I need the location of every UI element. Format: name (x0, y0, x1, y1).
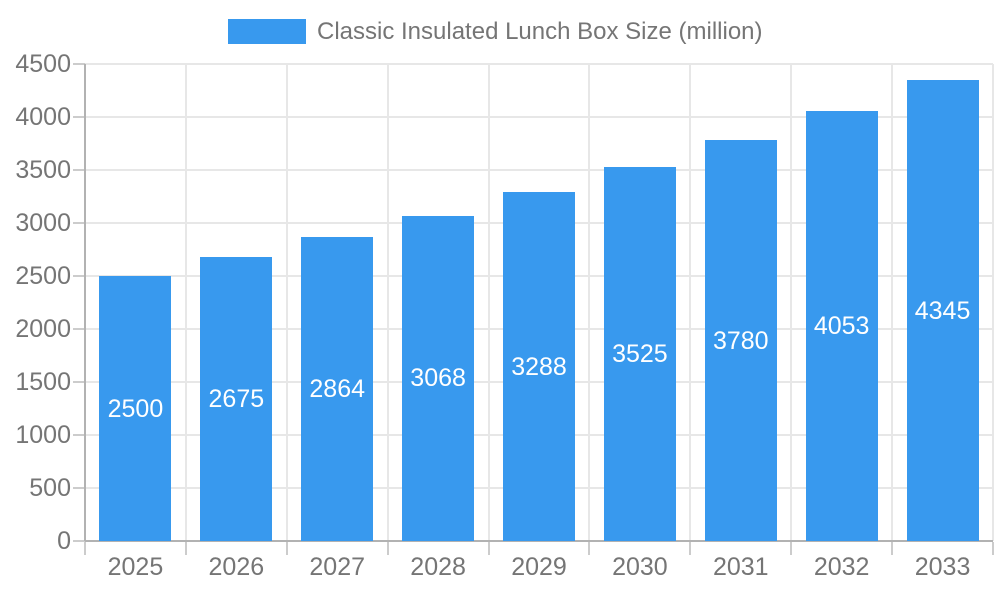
x-axis-tick (285, 542, 288, 555)
y-axis-tick (73, 222, 85, 224)
x-gridline (386, 64, 389, 541)
y-tick-label: 4500 (15, 50, 71, 78)
bar (301, 237, 374, 541)
y-axis-tick (73, 275, 85, 277)
x-gridline (992, 64, 994, 541)
x-tick-label: 2033 (914, 553, 971, 581)
x-axis-tick (588, 542, 591, 555)
y-axis-tick (73, 328, 85, 330)
bar-value-label: 3288 (511, 352, 567, 381)
y-tick-label: 1500 (15, 368, 71, 396)
y-gridline (85, 169, 993, 171)
x-gridline (689, 64, 692, 541)
y-tick-label: 500 (29, 474, 71, 502)
x-axis-tick (992, 542, 994, 555)
bar (99, 276, 172, 541)
x-tick-label: 2029 (511, 553, 567, 581)
bar-value-label: 3525 (612, 340, 668, 369)
y-tick-label: 2500 (15, 262, 71, 290)
y-tick-label: 1000 (15, 421, 71, 449)
x-gridline (184, 64, 187, 541)
x-tick-label: 2025 (107, 553, 164, 581)
legend-swatch-icon (228, 19, 306, 44)
bar (503, 192, 575, 541)
y-gridline (85, 116, 993, 118)
x-axis-tick (790, 542, 793, 555)
x-gridline (588, 64, 591, 541)
x-axis-tick (891, 542, 894, 555)
x-gridline (285, 64, 288, 541)
chart-legend: Classic Insulated Lunch Box Size (millio… (228, 19, 763, 44)
x-axis-tick (184, 542, 187, 555)
bar-value-label: 2675 (208, 385, 265, 414)
bar (200, 257, 273, 541)
y-axis-tick (73, 381, 85, 383)
bar-value-label: 4053 (813, 312, 870, 341)
x-tick-label: 2030 (612, 553, 668, 581)
y-axis-line (84, 64, 86, 541)
x-axis-tick (84, 542, 86, 555)
bar (805, 111, 878, 541)
legend-label: Classic Insulated Lunch Box Size (millio… (317, 18, 763, 45)
x-axis-tick (689, 542, 692, 555)
y-tick-label: 3000 (15, 209, 71, 237)
x-axis-line (85, 540, 993, 542)
bar-value-label: 2500 (107, 394, 164, 423)
y-axis-tick (73, 487, 85, 489)
y-tick-label: 4000 (15, 103, 71, 131)
bar-value-label: 3068 (410, 364, 466, 393)
bar (906, 80, 979, 541)
bar-value-label: 3780 (712, 326, 769, 355)
x-axis-tick (487, 542, 490, 555)
bar (402, 215, 475, 541)
bar-value-label: 2864 (309, 375, 366, 404)
x-tick-label: 2027 (309, 553, 366, 581)
y-axis-tick (73, 63, 85, 65)
bar-value-label: 4345 (914, 296, 971, 325)
y-tick-label: 2000 (15, 315, 71, 343)
y-axis-tick (73, 540, 85, 542)
y-axis-tick (73, 434, 85, 436)
x-gridline (891, 64, 894, 541)
x-tick-label: 2032 (813, 553, 870, 581)
y-tick-label: 0 (57, 527, 71, 555)
x-gridline (790, 64, 793, 541)
x-tick-label: 2031 (712, 553, 769, 581)
bar (603, 167, 676, 541)
x-gridline (487, 64, 490, 541)
x-tick-label: 2028 (410, 553, 466, 581)
x-axis-tick (386, 542, 389, 555)
x-tick-label: 2026 (208, 553, 265, 581)
y-tick-label: 3500 (15, 156, 71, 184)
bar (704, 140, 777, 541)
y-gridline (85, 63, 993, 65)
y-axis-tick (73, 169, 85, 171)
y-axis-tick (73, 116, 85, 118)
